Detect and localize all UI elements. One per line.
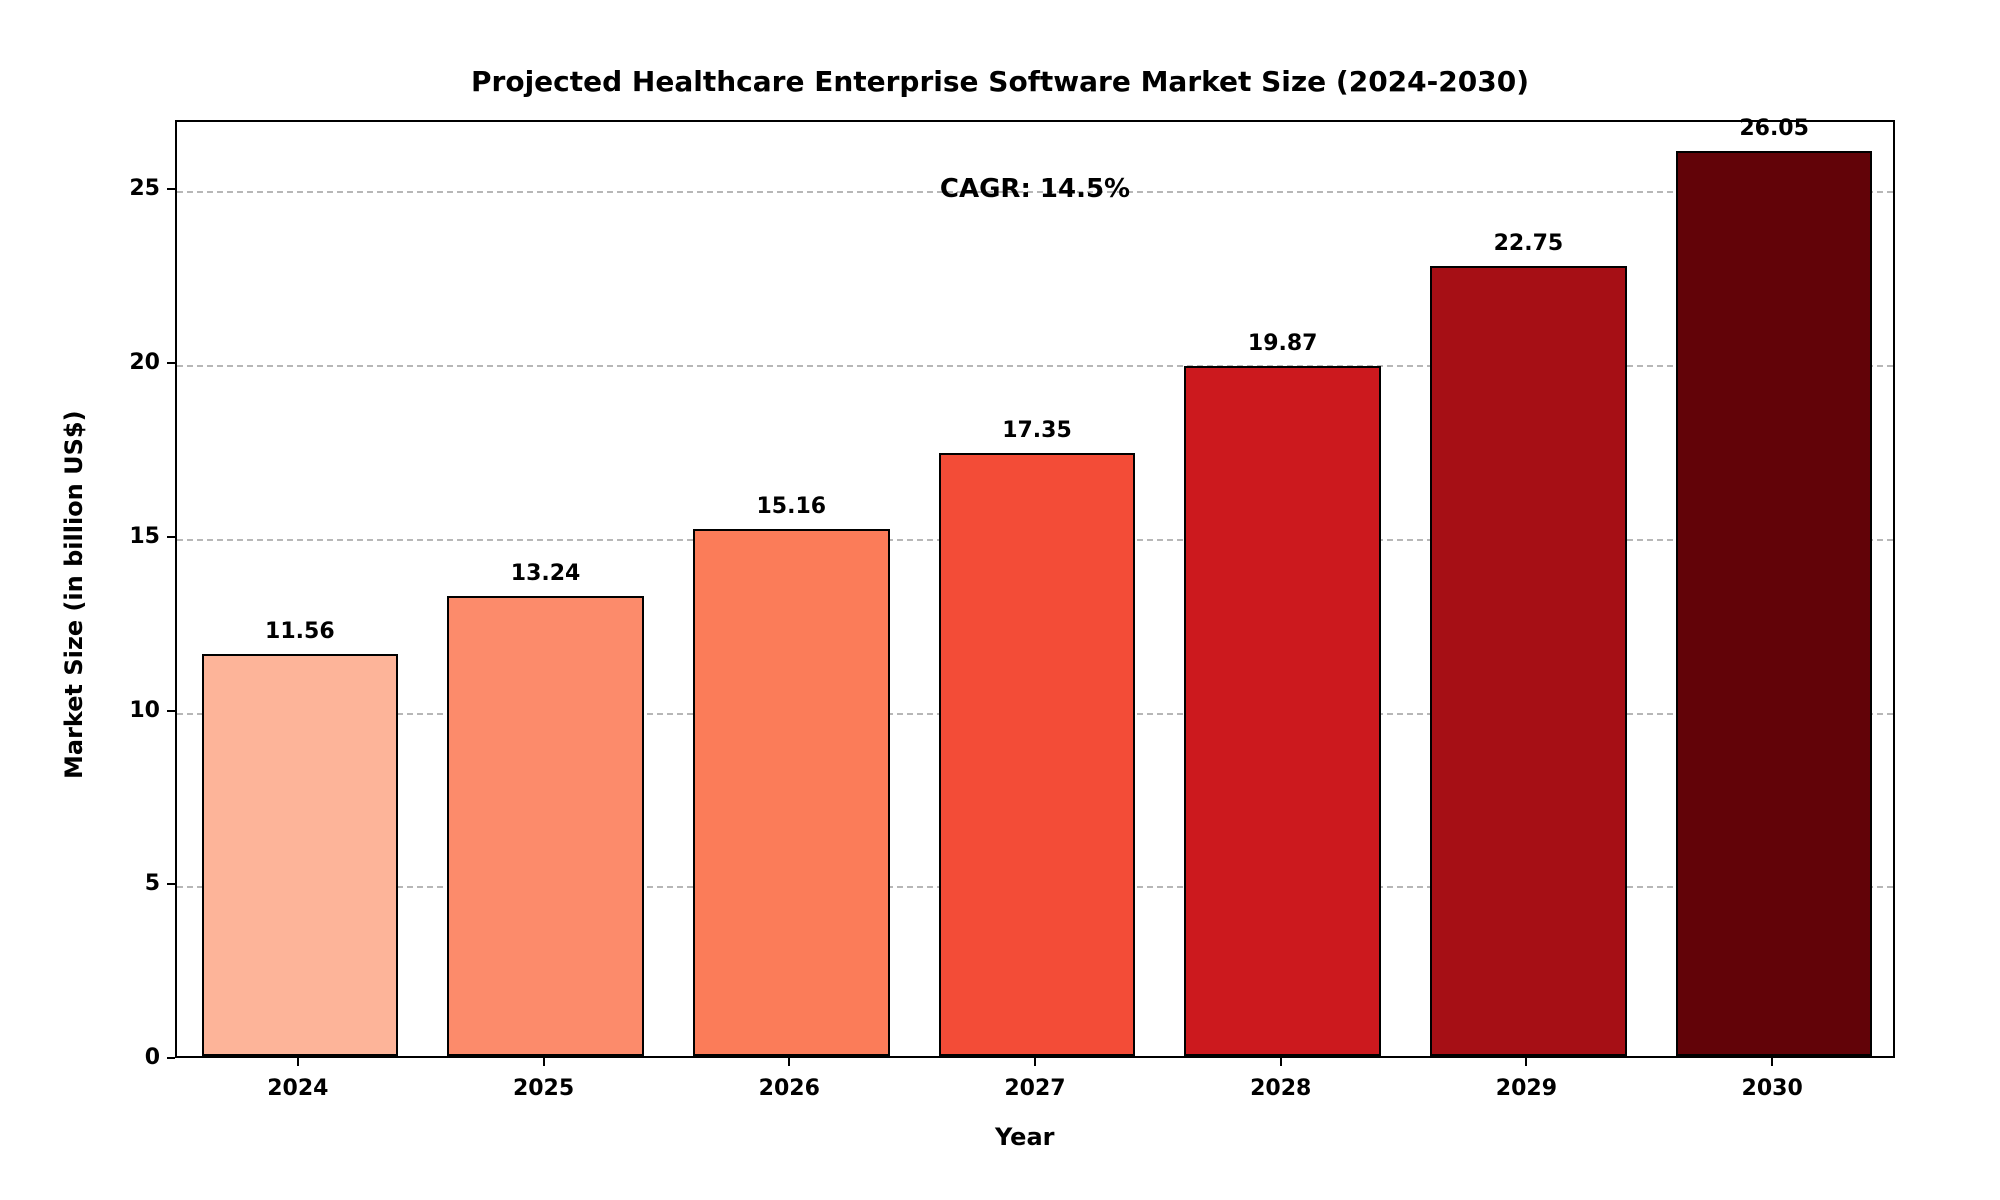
bar-value-label: 26.05	[1656, 116, 1893, 141]
xtick-label: 2029	[1476, 1076, 1576, 1101]
bar-value-label: 11.56	[182, 619, 419, 644]
xtick-label: 2027	[985, 1076, 1085, 1101]
xtick-mark	[543, 1058, 545, 1066]
chart-container: Projected Healthcare Enterprise Software…	[0, 0, 2000, 1200]
bar-value-label: 17.35	[919, 418, 1156, 443]
xtick-mark	[1525, 1058, 1527, 1066]
bar-value-label: 15.16	[673, 494, 910, 519]
xtick-mark	[1771, 1058, 1773, 1066]
ytick-mark	[167, 710, 175, 712]
ytick-mark	[167, 188, 175, 190]
xtick-label: 2026	[739, 1076, 839, 1101]
ytick-label: 25	[115, 176, 160, 201]
ytick-mark	[167, 362, 175, 364]
xtick-mark	[1280, 1058, 1282, 1066]
gridline	[177, 365, 1893, 367]
ytick-label: 10	[115, 698, 160, 723]
bar-value-label: 13.24	[427, 561, 664, 586]
ytick-mark	[167, 1057, 175, 1059]
xtick-label: 2030	[1722, 1076, 1822, 1101]
bar	[447, 596, 644, 1056]
ytick-label: 20	[115, 350, 160, 375]
xtick-label: 2028	[1231, 1076, 1331, 1101]
plot-area: 11.5613.2415.1617.3519.8722.7526.05	[175, 120, 1895, 1058]
xtick-mark	[788, 1058, 790, 1066]
xtick-mark	[1034, 1058, 1036, 1066]
bar	[1184, 366, 1381, 1056]
bar	[693, 529, 890, 1056]
bar-value-label: 22.75	[1410, 231, 1647, 256]
bar	[1676, 151, 1873, 1056]
xtick-label: 2025	[494, 1076, 594, 1101]
chart-title: Projected Healthcare Enterprise Software…	[0, 65, 2000, 98]
cagr-annotation: CAGR: 14.5%	[915, 174, 1155, 204]
x-axis-label: Year	[995, 1123, 1054, 1151]
bar-value-label: 19.87	[1164, 331, 1401, 356]
ytick-label: 15	[115, 524, 160, 549]
ytick-label: 0	[115, 1045, 160, 1070]
ytick-mark	[167, 536, 175, 538]
ytick-mark	[167, 883, 175, 885]
bar	[1430, 266, 1627, 1056]
ytick-label: 5	[115, 871, 160, 896]
bar	[202, 654, 399, 1056]
bar	[939, 453, 1136, 1056]
xtick-mark	[297, 1058, 299, 1066]
y-axis-label: Market Size (in billion US$)	[60, 410, 88, 779]
xtick-label: 2024	[248, 1076, 348, 1101]
